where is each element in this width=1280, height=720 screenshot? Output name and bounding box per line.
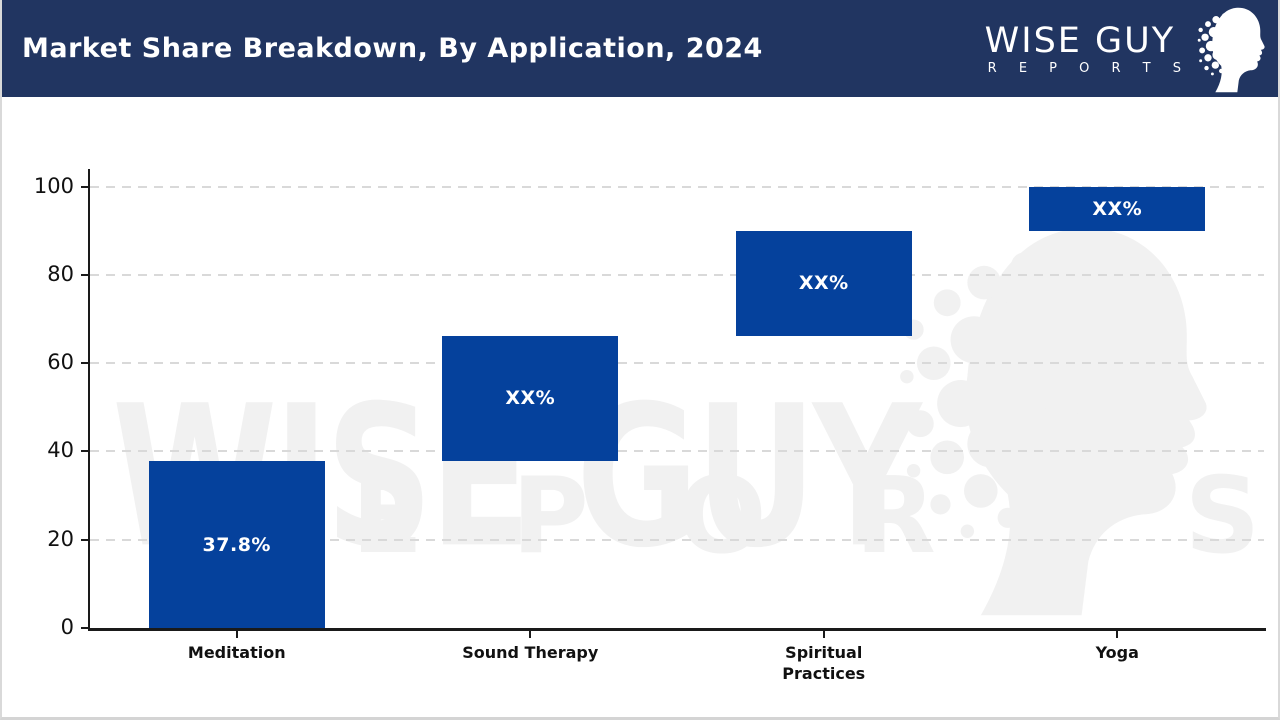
x-tick-mark-sound-therapy	[529, 631, 532, 638]
x-category-label-meditation: Meditation	[187, 643, 286, 662]
gridline-y-60	[90, 362, 1264, 365]
gridline-y-40	[90, 450, 1264, 453]
wiseguy-logo: WISE GUY R E P O R T S	[985, 5, 1268, 93]
chart-area: WISE GUY R E P O R T S 0 20 40 60 80 100 37.8%…	[2, 97, 1278, 717]
bar-value-label: XX%	[505, 387, 556, 410]
x-category-label-yoga: Yoga	[1095, 643, 1139, 662]
bar-value-label: XX%	[798, 272, 849, 295]
x-category-label-spiritual-practices: Spiritual Practices	[782, 643, 866, 683]
y-tick-mark-60	[81, 362, 89, 365]
y-tick-label-100: 100	[33, 173, 74, 198]
logo-wordmark: WISE GUY	[984, 20, 1176, 61]
bar-yoga: XX%	[1029, 186, 1206, 231]
y-tick-mark-40	[81, 450, 89, 453]
y-tick-mark-20	[81, 538, 89, 541]
plot-layer: 0 20 40 60 80 100 37.8% Meditation XX% Sound Ther…	[2, 97, 1278, 717]
x-tick-mark-spiritual-practices	[822, 631, 825, 638]
y-tick-mark-0	[81, 627, 89, 629]
bar-sound-therapy: XX%	[442, 335, 619, 462]
y-tick-label-60: 60	[47, 350, 74, 375]
y-tick-label-40: 40	[47, 438, 74, 463]
gridline-y-80	[90, 273, 1264, 276]
y-axis-line	[88, 168, 90, 631]
bar-value-label: 37.8%	[202, 533, 271, 556]
gridline-y-100	[90, 185, 1264, 188]
y-tick-label-80: 80	[47, 261, 74, 286]
y-tick-mark-80	[81, 273, 89, 276]
header-bar: Market Share Breakdown, By Application, …	[2, 0, 1278, 97]
bar-meditation: 37.8%	[148, 461, 325, 628]
x-tick-mark-meditation	[235, 631, 238, 638]
bar-value-label: XX%	[1092, 197, 1143, 220]
bar-spiritual-practices: XX%	[735, 230, 912, 336]
logo-subtext: R E P O R T S	[987, 60, 1190, 76]
page-title: Market Share Breakdown, By Application, …	[22, 33, 763, 64]
x-axis-line	[88, 628, 1266, 631]
logo-face-icon	[1197, 7, 1265, 92]
y-tick-label-20: 20	[47, 526, 74, 551]
x-tick-mark-yoga	[1116, 631, 1119, 638]
gridline-y-20	[90, 538, 1264, 541]
x-category-label-sound-therapy: Sound Therapy	[462, 643, 599, 662]
y-tick-label-0: 0	[60, 615, 74, 639]
y-tick-mark-100	[81, 185, 89, 188]
